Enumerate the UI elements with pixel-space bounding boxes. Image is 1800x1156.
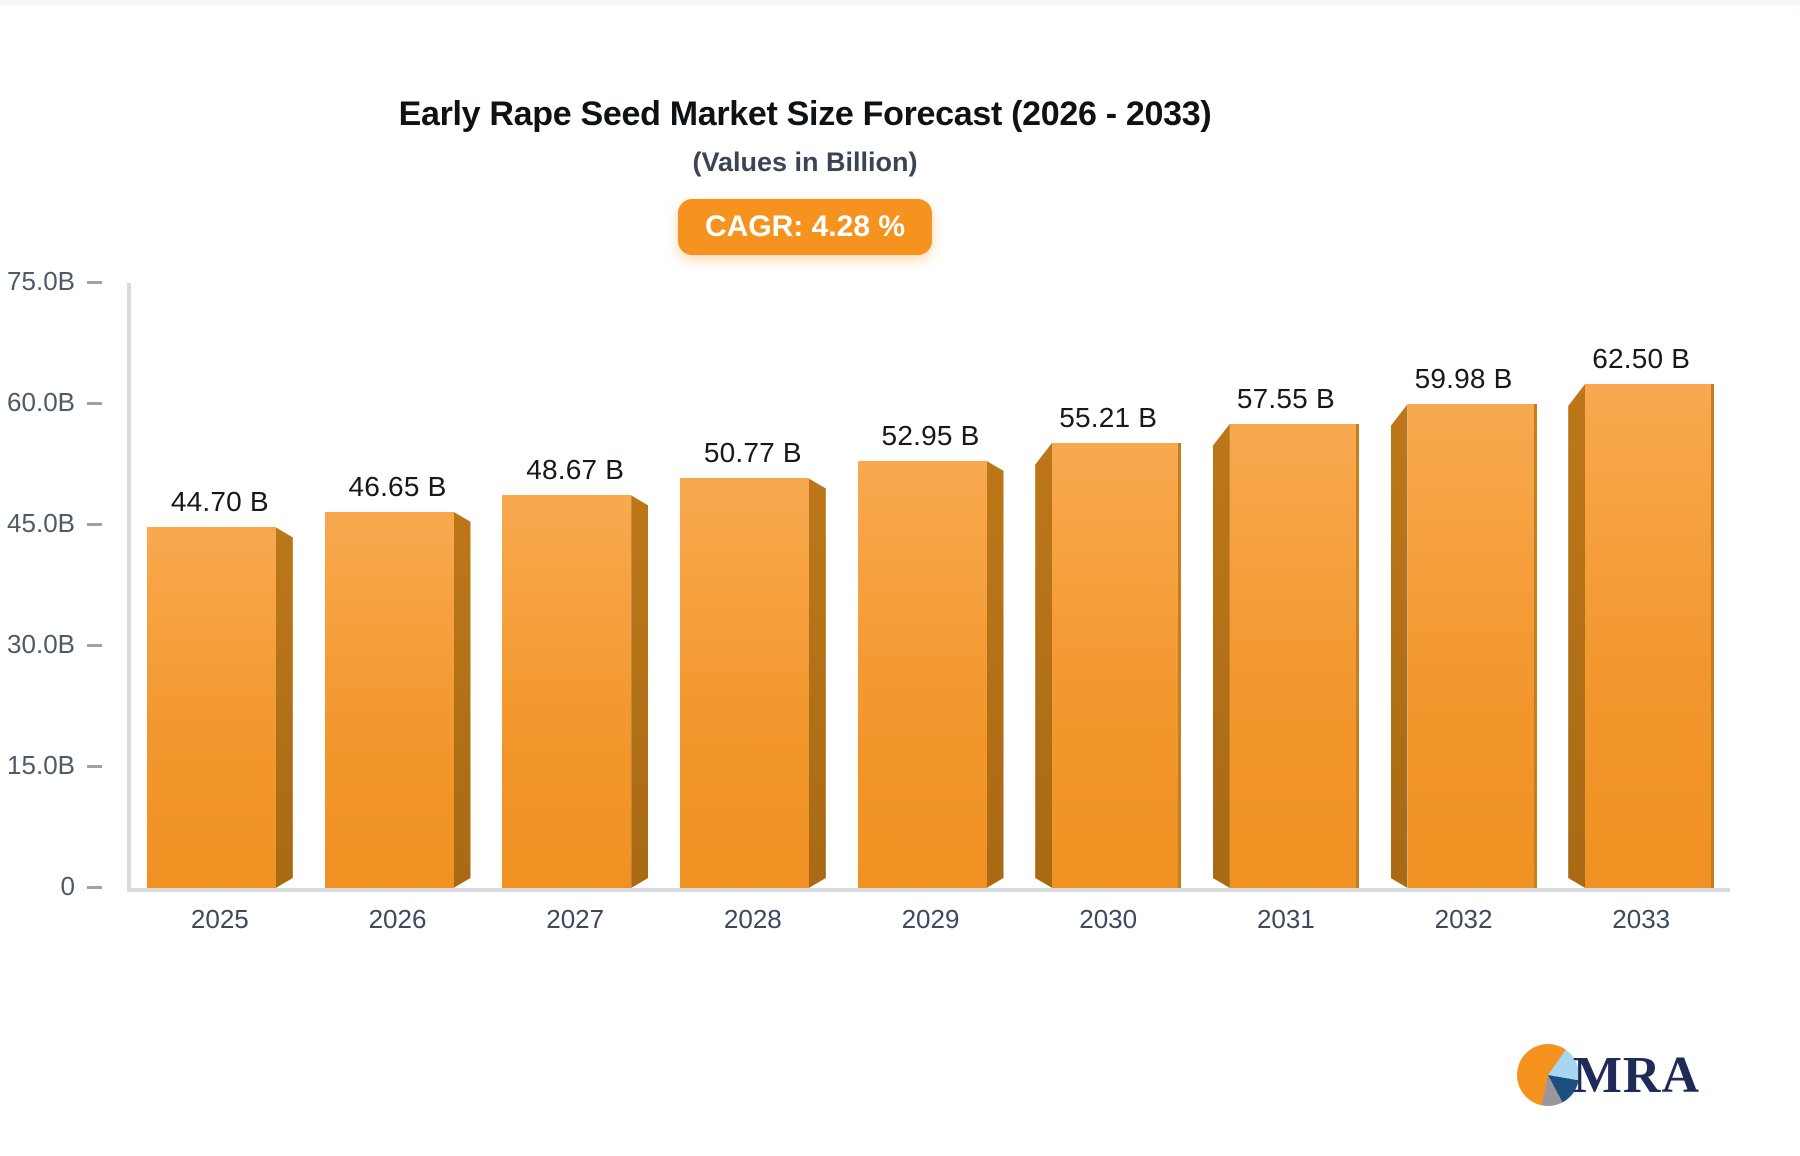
bar-3d-side-face	[987, 461, 1004, 888]
y-tick-label-45.0b: 45.0B	[7, 508, 75, 538]
y-tick-mark	[87, 765, 102, 768]
y-tick-label-30.0b: 30.0B	[7, 629, 75, 659]
y-tick-mark	[87, 281, 102, 284]
bar-2026	[324, 511, 471, 888]
bar-front-face	[324, 511, 454, 888]
bar-column-2027: 48.67 B 2027	[486, 283, 664, 934]
bar-value-label: 52.95 B	[881, 419, 980, 451]
x-tick-label-2031: 2031	[1256, 904, 1315, 934]
bar-column-2026: 46.65 B 2026	[309, 283, 487, 934]
bar-front-face	[146, 527, 276, 888]
bar-value-label: 46.65 B	[348, 470, 447, 502]
bar-column-2033: 62.50 B 2033	[1552, 283, 1730, 934]
chart-header: Early Rape Seed Market Size Forecast (20…	[0, 0, 1610, 255]
y-tick-label-15.0b: 15.0B	[7, 750, 75, 780]
y-tick-label-75.0b: 75.0B	[7, 266, 75, 296]
x-tick-label-2028: 2028	[723, 904, 782, 934]
bar-3d-side-face	[809, 478, 826, 888]
y-tick-mark	[87, 644, 102, 647]
logo-pie-icon	[1516, 1044, 1579, 1106]
bar-2029	[857, 460, 1004, 888]
y-tick-mark	[87, 886, 102, 889]
bar-2030	[1035, 442, 1182, 888]
bar-3d-side-face	[276, 527, 293, 888]
bar-column-2032: 59.98 B 2032	[1375, 283, 1553, 934]
bar-3d-side-face	[631, 495, 648, 888]
bars-container: 44.70 B 2025 46.65 B 2026 48.67 B 2027 50.77 B…	[131, 283, 1730, 934]
y-axis-line	[127, 283, 131, 888]
x-tick-label-2029: 2029	[901, 904, 960, 934]
bar-2028	[679, 478, 826, 888]
logo-text: MRA	[1572, 1046, 1700, 1104]
x-tick-label-2030: 2030	[1079, 904, 1138, 934]
bar-front-face	[1052, 442, 1182, 888]
bar-column-2028: 50.77 B 2028	[664, 283, 842, 934]
bar-2033	[1568, 383, 1715, 888]
x-tick-label-2032: 2032	[1434, 904, 1493, 934]
bar-value-label: 62.50 B	[1592, 342, 1691, 374]
bar-3d-side-face	[1391, 404, 1408, 888]
bar-front-face	[1407, 404, 1537, 888]
x-tick-label-2033: 2033	[1612, 904, 1671, 934]
bar-value-label: 50.77 B	[703, 437, 802, 469]
bar-front-face	[502, 495, 632, 888]
viewport-top-edge	[0, 0, 1800, 5]
bar-value-label: 59.98 B	[1414, 363, 1513, 395]
bar-value-label: 57.55 B	[1236, 382, 1335, 414]
cagr-badge: CAGR: 4.28 %	[677, 199, 933, 255]
bar-2027	[502, 495, 648, 888]
x-axis-line	[127, 888, 1730, 892]
bar-3d-side-face	[1213, 424, 1230, 888]
bar-front-face	[857, 460, 987, 888]
bar-2031	[1213, 423, 1359, 888]
chart-subtitle: (Values in Billion)	[692, 147, 918, 177]
y-tick-mark	[87, 402, 102, 405]
bar-front-face	[1585, 383, 1715, 888]
bar-front-face	[1229, 423, 1359, 888]
plot-area: 0 15.0B 30.0B 45.0B 60.0B 75.0B 44.70 B 2025 46…	[7, 266, 1730, 934]
bar-2025	[146, 527, 293, 888]
bar-value-label: 44.70 B	[170, 486, 269, 518]
bar-value-label: 55.21 B	[1059, 401, 1158, 433]
x-tick-label-2025: 2025	[190, 904, 249, 934]
bar-column-2031: 57.55 B 2031	[1197, 283, 1375, 934]
y-tick-label-0: 0	[60, 871, 75, 901]
y-tick-mark	[87, 523, 102, 526]
bar-column-2025: 44.70 B 2025	[131, 283, 309, 934]
brand-logo: MRA	[1516, 1044, 1700, 1106]
bar-3d-side-face	[1035, 443, 1052, 888]
bar-3d-side-face	[1568, 384, 1585, 888]
bar-3d-side-face	[454, 512, 471, 888]
bar-front-face	[679, 478, 809, 888]
chart-title: Early Rape Seed Market Size Forecast (20…	[398, 95, 1212, 133]
y-tick-label-60.0b: 60.0B	[7, 387, 75, 417]
bar-column-2029: 52.95 B 2029	[842, 283, 1020, 934]
bar-2032	[1391, 404, 1537, 888]
x-tick-label-2027: 2027	[546, 904, 605, 934]
bar-column-2030: 55.21 B 2030	[1019, 283, 1197, 934]
bar-value-label: 48.67 B	[526, 454, 625, 486]
x-tick-label-2026: 2026	[368, 904, 427, 934]
